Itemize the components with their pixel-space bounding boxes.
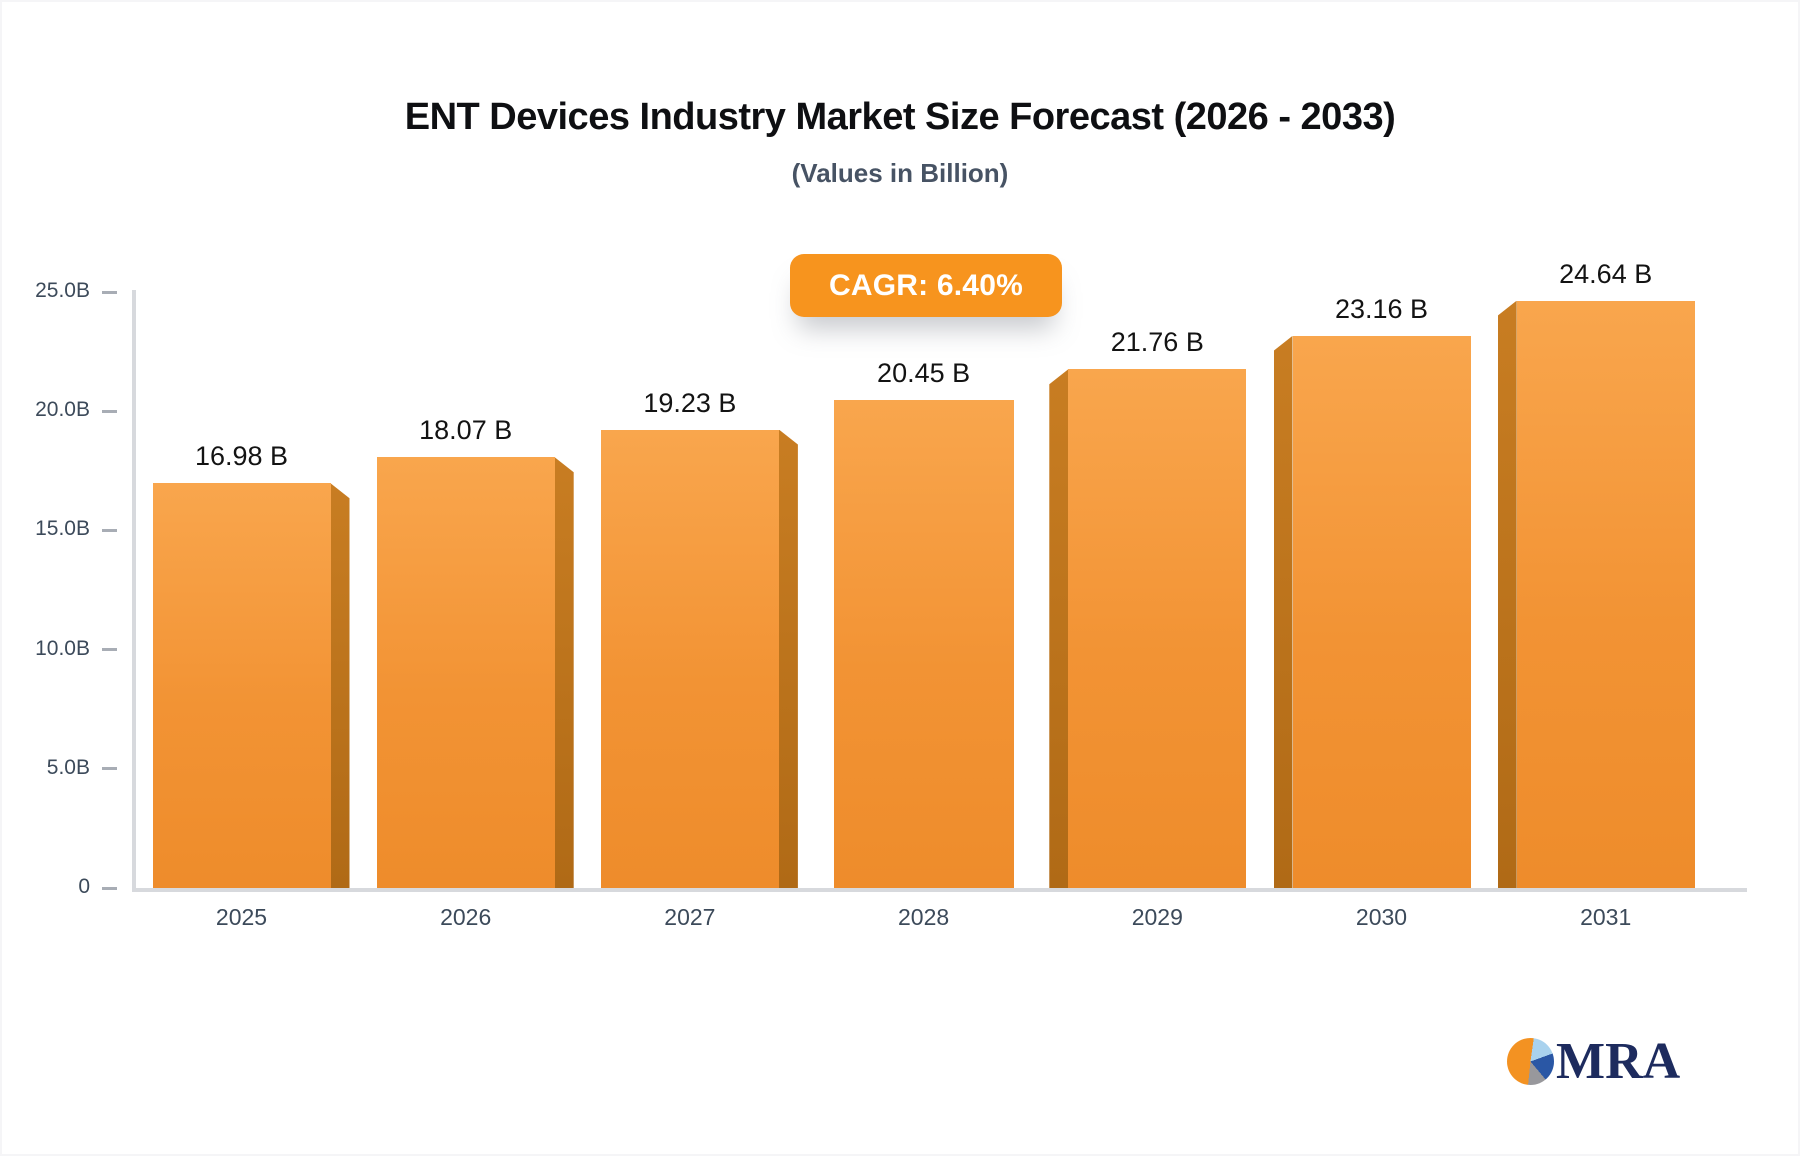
y-axis-tick-mark (102, 886, 117, 890)
bar-value-label: 21.76 B (1110, 327, 1204, 358)
bar-2030-3d-side (1273, 335, 1293, 888)
bar-2025-3d-side (330, 483, 350, 888)
x-axis-label-2028: 2028 (898, 904, 950, 930)
bar-2027-3d-side (778, 429, 798, 888)
bar-2026 (376, 457, 555, 888)
bar-2029 (1068, 369, 1247, 888)
y-axis-tick-label: 15.0B (35, 517, 90, 541)
x-axis-label-2029: 2029 (1131, 904, 1183, 930)
y-axis-tick-label: 10.0B (35, 636, 90, 660)
bar-value-label: 18.07 B (419, 415, 513, 446)
bar-2031 (1516, 300, 1695, 888)
bar-value-label: 20.45 B (877, 358, 971, 389)
chart-title: ENT Devices Industry Market Size Forecas… (404, 96, 1396, 138)
x-axis-label-2030: 2030 (1355, 904, 1408, 930)
y-axis-tick-label: 0 (78, 875, 90, 898)
cagr-badge: CAGR: 6.40% (790, 254, 1062, 317)
bar-2031-3d-side (1497, 300, 1517, 888)
bar-2028 (833, 400, 1014, 888)
bar-2025 (152, 483, 331, 888)
y-axis-tick-mark (102, 409, 117, 413)
mra-logo: MRA (1507, 1033, 1681, 1090)
y-axis-line (132, 290, 136, 890)
y-axis-tick-mark (102, 528, 117, 532)
y-axis-tick-label: 20.0B (35, 398, 90, 422)
bar-2029-3d-side (1049, 369, 1069, 888)
y-axis-tick-mark (102, 767, 117, 771)
bar-2027 (600, 429, 779, 888)
x-axis-label-2025: 2025 (215, 904, 268, 930)
bar-value-label: 23.16 B (1334, 293, 1429, 324)
bar-2026-3d-side (554, 457, 574, 888)
y-axis-tick-label: 5.0B (46, 755, 90, 779)
y-axis-tick-label: 25.0B (35, 279, 90, 302)
y-axis-tick-mark (102, 648, 117, 652)
bar-2030 (1292, 335, 1471, 888)
bar-value-label: 24.64 B (1559, 258, 1653, 289)
bar-value-label: 19.23 B (643, 387, 737, 418)
y-axis-tick-mark (102, 290, 117, 294)
x-axis-baseline (132, 888, 1747, 892)
pie-chart-logo-icon (1507, 1038, 1554, 1085)
bar-value-label: 16.98 B (194, 441, 289, 472)
x-axis-label-2027: 2027 (664, 904, 716, 930)
chart-subtitle: (Values in Billion) (791, 158, 1009, 188)
cagr-badge-label: CAGR: 6.40% (829, 268, 1023, 302)
x-axis-label-2026: 2026 (440, 904, 492, 930)
mra-logo-text: MRA (1556, 1033, 1681, 1090)
x-axis-label-2031: 2031 (1580, 904, 1632, 930)
